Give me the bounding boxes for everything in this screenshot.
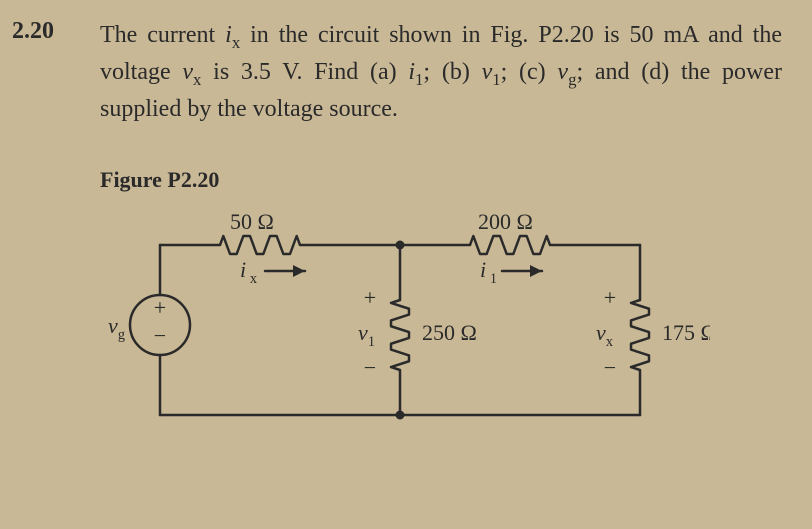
circuit-diagram: 50 Ω200 Ω+−vg250 Ω+v1−175 Ω+vx−ixi1 (100, 205, 782, 450)
svg-text:1: 1 (368, 334, 375, 350)
figure-caption: Figure P2.20 (100, 167, 782, 193)
svg-text:g: g (118, 327, 125, 343)
svg-text:+: + (604, 285, 616, 310)
svg-text:−: − (154, 323, 166, 348)
svg-text:200 Ω: 200 Ω (478, 209, 533, 234)
svg-text:−: − (364, 355, 376, 380)
svg-text:x: x (250, 271, 257, 287)
svg-text:250 Ω: 250 Ω (422, 320, 477, 345)
svg-text:175 Ω: 175 Ω (662, 320, 710, 345)
svg-text:i: i (480, 257, 486, 282)
svg-text:i: i (240, 257, 246, 282)
problem-number: 2.20 (12, 18, 54, 45)
svg-text:1: 1 (490, 271, 497, 287)
svg-text:x: x (606, 334, 613, 350)
svg-text:50 Ω: 50 Ω (230, 209, 274, 234)
svg-text:v: v (596, 320, 606, 345)
svg-text:+: + (364, 285, 376, 310)
svg-text:−: − (604, 355, 616, 380)
svg-text:+: + (154, 295, 166, 320)
svg-text:v: v (108, 313, 118, 338)
problem-statement: The current ix in the circuit shown in F… (100, 18, 782, 127)
svg-text:v: v (358, 320, 368, 345)
